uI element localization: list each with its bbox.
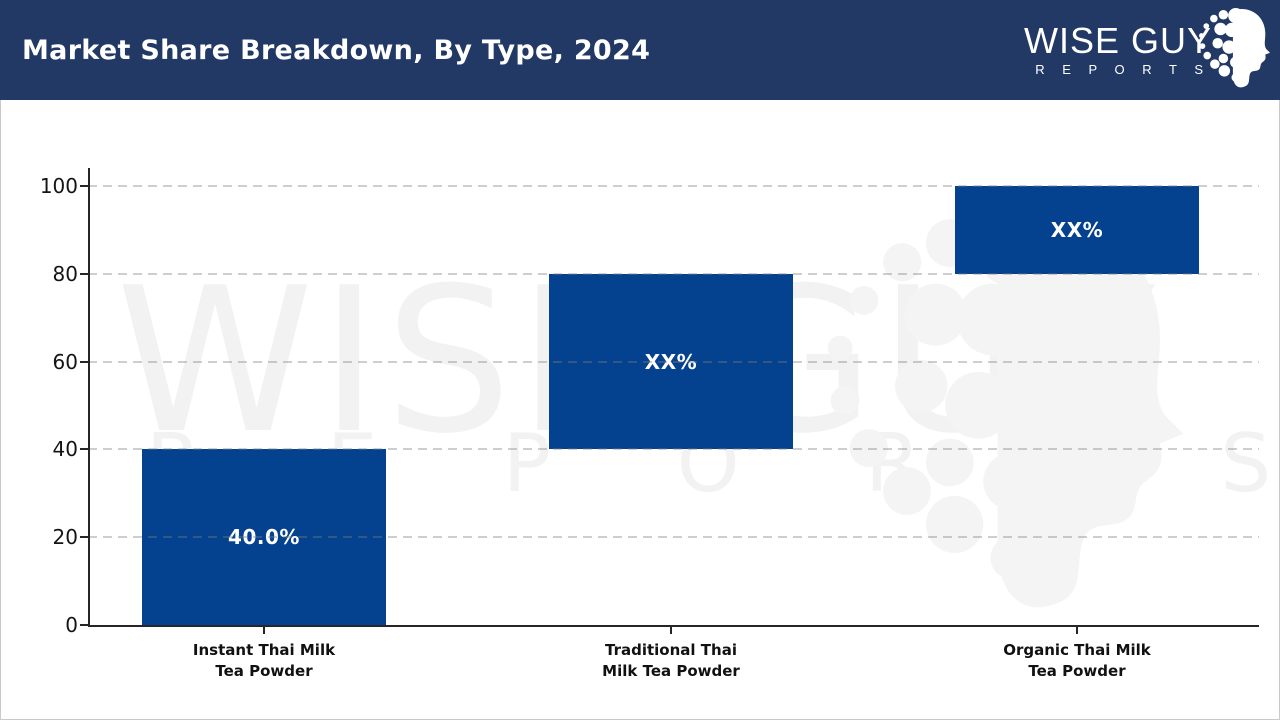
category-line2: Milk Tea Powder (602, 662, 740, 680)
logo-wiseguy-label: WISE GUY (1023, 20, 1212, 61)
x-tick-2 (670, 627, 672, 634)
gridline-60 (88, 360, 1259, 363)
y-tick-40 (80, 448, 88, 451)
y-tick-0 (80, 624, 88, 626)
bar-segment-3: XX% (955, 186, 1199, 274)
gridline-40 (88, 448, 1259, 451)
wiseguy-logo: WISE GUY R E P O R T S (1024, 4, 1270, 96)
gridline-100 (88, 185, 1259, 187)
x-tick-1 (263, 627, 265, 634)
gridline-20 (88, 536, 1259, 539)
gridline-80 (88, 272, 1259, 275)
category-line2: Tea Powder (215, 662, 313, 680)
bar-value-label: 40.0% (228, 525, 300, 550)
x-tick-3 (1076, 627, 1078, 634)
y-tick-label-40: 40 (52, 437, 78, 462)
category-line1: Organic Thai Milk (1003, 641, 1151, 659)
category-line2: Tea Powder (1028, 662, 1126, 680)
bar-segment-1: 40.0% (142, 449, 386, 625)
page-title: Market Share Breakdown, By Type, 2024 (22, 34, 651, 66)
y-tick-label-80: 80 (52, 261, 78, 286)
y-tick-label-0: 0 (65, 613, 78, 637)
report-header: Market Share Breakdown, By Type, 2024 WI… (0, 0, 1280, 100)
y-tick-80 (80, 272, 88, 275)
y-tick-60 (80, 360, 88, 363)
logo-reports-label: R E P O R T S (1035, 62, 1210, 77)
bar-value-label: XX% (644, 349, 698, 374)
x-axis-line (88, 625, 1259, 627)
y-tick-label-60: 60 (52, 349, 78, 374)
category-label-2: Traditional Thai Milk Tea Powder (511, 640, 831, 682)
y-axis-line (88, 168, 90, 627)
y-tick-label-100: 100 (39, 174, 78, 198)
watermark-face-icon (788, 205, 1188, 619)
y-tick-label-20: 20 (52, 525, 78, 550)
category-line1: Traditional Thai (605, 641, 737, 659)
y-tick-20 (80, 536, 88, 539)
bar-segment-2: XX% (549, 273, 793, 450)
bar-value-label: XX% (1050, 217, 1104, 242)
category-label-1: Instant Thai Milk Tea Powder (104, 640, 424, 682)
y-tick-100 (80, 185, 88, 187)
category-label-3: Organic Thai Milk Tea Powder (917, 640, 1237, 682)
logo-face-icon (1192, 6, 1270, 94)
logo-text: WISE GUY R E P O R T S (1023, 20, 1212, 78)
category-line1: Instant Thai Milk (192, 641, 336, 659)
